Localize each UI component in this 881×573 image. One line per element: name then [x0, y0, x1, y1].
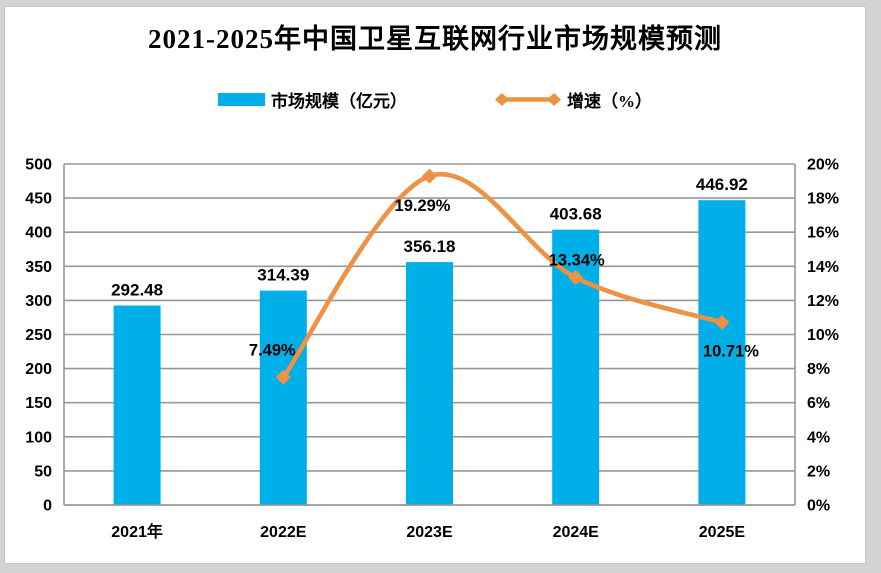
growth-value-label: 10.71%: [703, 342, 759, 360]
legend-label-growth: 增速（%）: [567, 92, 652, 111]
chart-plot-area: 292.48 314.39 356.18 403.68 446.92 7.49% 19.29…: [25, 157, 839, 542]
left-axis-tick: 500: [25, 157, 52, 174]
growth-value-label: 19.29%: [395, 197, 451, 215]
bar-2021年: [113, 305, 161, 505]
left-axis-tick: 50: [34, 463, 52, 480]
chart-card: 2021-2025年中国卫星互联网行业市场规模预测 市场规模（亿元） 增速（%）…: [4, 6, 866, 564]
category-label: 2023E: [406, 524, 453, 541]
right-axis-tick: 10%: [807, 327, 839, 344]
line-marker-diamond: [714, 314, 730, 330]
category-label: 2022E: [260, 524, 307, 541]
growth-value-label: 7.49%: [249, 341, 296, 359]
right-axis-tick: 6%: [807, 395, 830, 412]
right-axis-tick: 18%: [807, 191, 839, 208]
line-marker-diamond: [422, 168, 437, 184]
bar-value-label: 403.68: [550, 205, 602, 224]
right-axis-tick: 2%: [807, 463, 830, 480]
right-axis-tick: 12%: [807, 293, 839, 310]
right-axis-tick: 4%: [807, 429, 830, 446]
left-axis-tick: 300: [25, 293, 52, 310]
growth-line: [281, 171, 725, 380]
left-axis-tick: 100: [25, 429, 52, 446]
left-axis-tick: 350: [25, 259, 52, 276]
left-axis-tick: 450: [25, 191, 52, 208]
left-axis-tick: 250: [25, 327, 52, 344]
chart-title: 2021-2025年中国卫星互联网行业市场规模预测: [148, 24, 722, 54]
right-axis-tick: 16%: [807, 225, 839, 242]
bar-value-label: 446.92: [696, 175, 748, 194]
line-marker-diamond: [568, 270, 584, 286]
legend-item-market-size: 市场规模（亿元）: [218, 87, 407, 112]
category-label: 2021年: [111, 522, 163, 541]
line-series-swatch-icon: [495, 92, 561, 107]
left-axis-tick: 0: [43, 498, 52, 515]
growth-value-label: 13.34%: [549, 252, 605, 270]
legend: 市场规模（亿元） 增速（%）: [5, 87, 865, 112]
right-axis-tick: 20%: [807, 157, 839, 174]
bar-value-label: 292.48: [111, 281, 163, 300]
right-axis-tick: 0%: [807, 498, 830, 515]
bar-series-swatch-icon: [218, 93, 265, 106]
legend-item-growth: 增速（%）: [495, 87, 652, 112]
right-axis-tick: 14%: [807, 259, 839, 276]
category-label: 2024E: [553, 524, 600, 541]
line-marker-diamond: [275, 369, 291, 385]
bar-value-label: 314.39: [257, 266, 309, 285]
left-axis-tick: 150: [25, 395, 52, 412]
category-label: 2025E: [699, 524, 746, 541]
left-axis-tick: 200: [25, 361, 52, 378]
bar-2025E: [698, 200, 746, 505]
right-axis-tick: 8%: [807, 361, 830, 378]
bar-2023E: [406, 262, 453, 505]
bar-value-label: 356.18: [404, 237, 456, 256]
left-axis-tick: 400: [25, 225, 52, 242]
legend-label-market-size: 市场规模（亿元）: [271, 92, 407, 111]
bar-2022E: [259, 290, 307, 505]
